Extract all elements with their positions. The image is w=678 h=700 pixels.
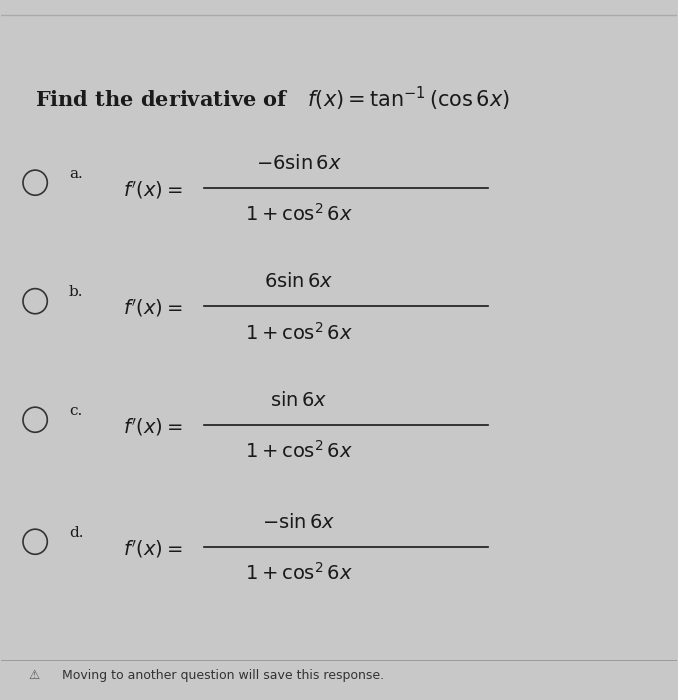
Text: $-6\sin 6x$: $-6\sin 6x$: [256, 153, 342, 173]
Text: $1 + \cos^2 6x$: $1 + \cos^2 6x$: [245, 321, 353, 344]
Text: c.: c.: [69, 404, 82, 418]
Text: d.: d.: [69, 526, 83, 540]
Text: $1 + \cos^2 6x$: $1 + \cos^2 6x$: [245, 203, 353, 225]
Text: $f'(x) =$: $f'(x) =$: [123, 538, 182, 560]
Text: $f'(x) =$: $f'(x) =$: [123, 298, 182, 319]
Text: $1 + \cos^2 6x$: $1 + \cos^2 6x$: [245, 562, 353, 584]
Text: $- \sin 6x$: $- \sin 6x$: [262, 512, 335, 532]
Text: $6\sin 6x$: $6\sin 6x$: [264, 272, 334, 291]
Text: $1 + \cos^2 6x$: $1 + \cos^2 6x$: [245, 440, 353, 462]
Text: $\sin 6x$: $\sin 6x$: [270, 391, 327, 409]
Text: ⚠: ⚠: [28, 669, 39, 682]
Text: $f'(x) =$: $f'(x) =$: [123, 178, 182, 201]
Text: $f'(x) =$: $f'(x) =$: [123, 416, 182, 438]
Text: Moving to another question will save this response.: Moving to another question will save thi…: [62, 669, 384, 682]
Text: Find the derivative of   $f(x) =\tan^{-1}(\cos 6x)$: Find the derivative of $f(x) =\tan^{-1}(…: [35, 85, 510, 113]
Text: a.: a.: [69, 167, 83, 181]
Text: b.: b.: [69, 285, 83, 299]
